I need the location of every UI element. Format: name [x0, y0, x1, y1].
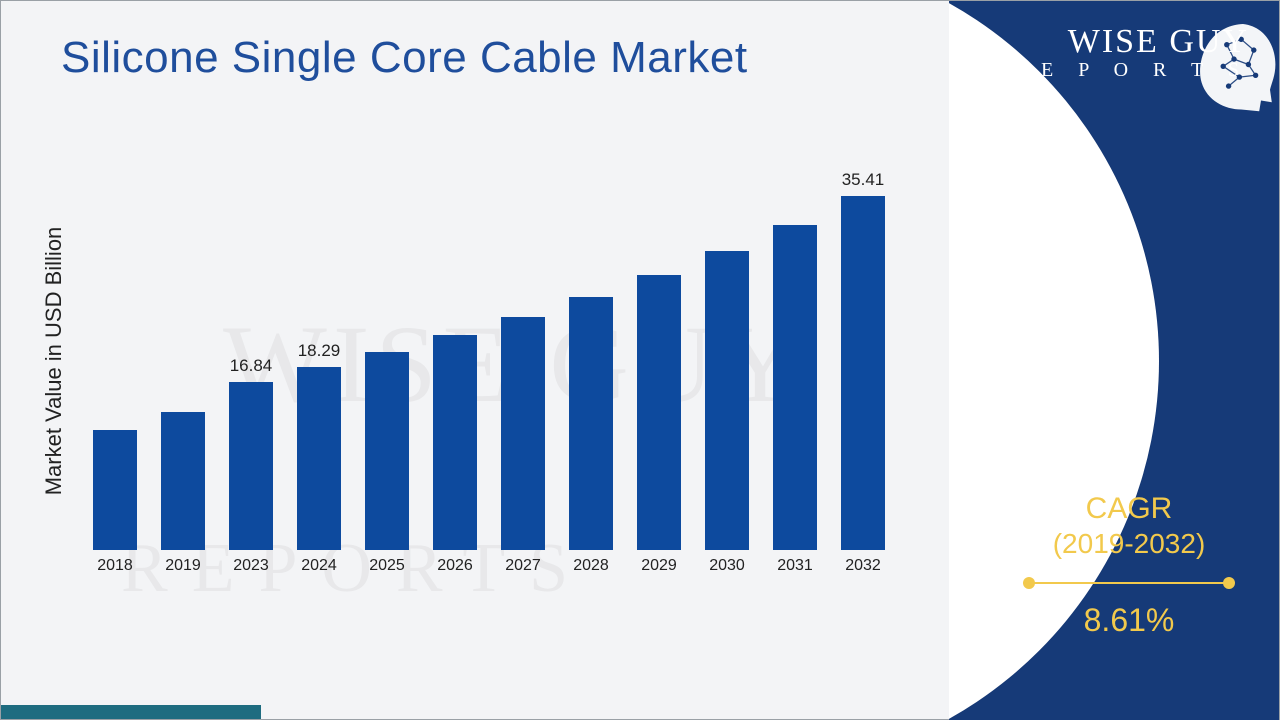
bar: [365, 352, 409, 550]
footer-accent-bar: [1, 705, 261, 719]
infographic-canvas: WISE GUY REPORTS Silicone Single Core Ca…: [0, 0, 1280, 720]
bar-value-label: 16.84: [229, 356, 273, 376]
cagr-range: (2019-2032): [1009, 528, 1249, 560]
x-tick-label: 2028: [573, 557, 609, 575]
bar: 35.41: [841, 196, 885, 550]
brand-logo: WISE GUY R E P O R T S: [1003, 23, 1249, 82]
bar: [705, 251, 749, 550]
cagr-value: 8.61%: [1009, 602, 1249, 639]
cagr-label: CAGR: [1009, 492, 1249, 526]
bar: [93, 430, 137, 550]
brand-line2: R E P O R T S: [1003, 59, 1249, 82]
chart-title: Silicone Single Core Cable Market: [61, 33, 748, 83]
bar: [501, 317, 545, 550]
x-tick-label: 2025: [369, 557, 405, 575]
bar: 16.84: [229, 382, 273, 550]
x-tick-label: 2031: [777, 557, 813, 575]
y-axis-label: Market Value in USD Billion: [41, 227, 67, 496]
brand-line1: WISE GUY: [1003, 23, 1249, 61]
x-tick-label: 2024: [301, 557, 337, 575]
x-tick-label: 2027: [505, 557, 541, 575]
x-tick-label: 2029: [641, 557, 677, 575]
cagr-divider: [1029, 582, 1229, 584]
cagr-block: CAGR (2019-2032) 8.61%: [1009, 492, 1249, 639]
bar-value-label: 35.41: [841, 170, 885, 190]
bar: [773, 225, 817, 550]
x-tick-label: 2026: [437, 557, 473, 575]
bar: [637, 275, 681, 550]
x-tick-label: 2032: [845, 557, 881, 575]
plot-area: 16.84 18.29 35.41: [93, 151, 903, 551]
x-tick-label: 2023: [233, 557, 269, 575]
bar: [161, 412, 205, 550]
bar-chart: 16.84 18.29 35.41 2018 2019 2023 2024 2025 2026…: [93, 151, 903, 591]
x-tick-label: 2019: [165, 557, 201, 575]
bar: [433, 335, 477, 550]
x-tick-label: 2018: [97, 557, 133, 575]
bar-value-label: 18.29: [297, 341, 341, 361]
x-tick-label: 2030: [709, 557, 745, 575]
bar: 18.29: [297, 367, 341, 550]
bar: [569, 297, 613, 550]
